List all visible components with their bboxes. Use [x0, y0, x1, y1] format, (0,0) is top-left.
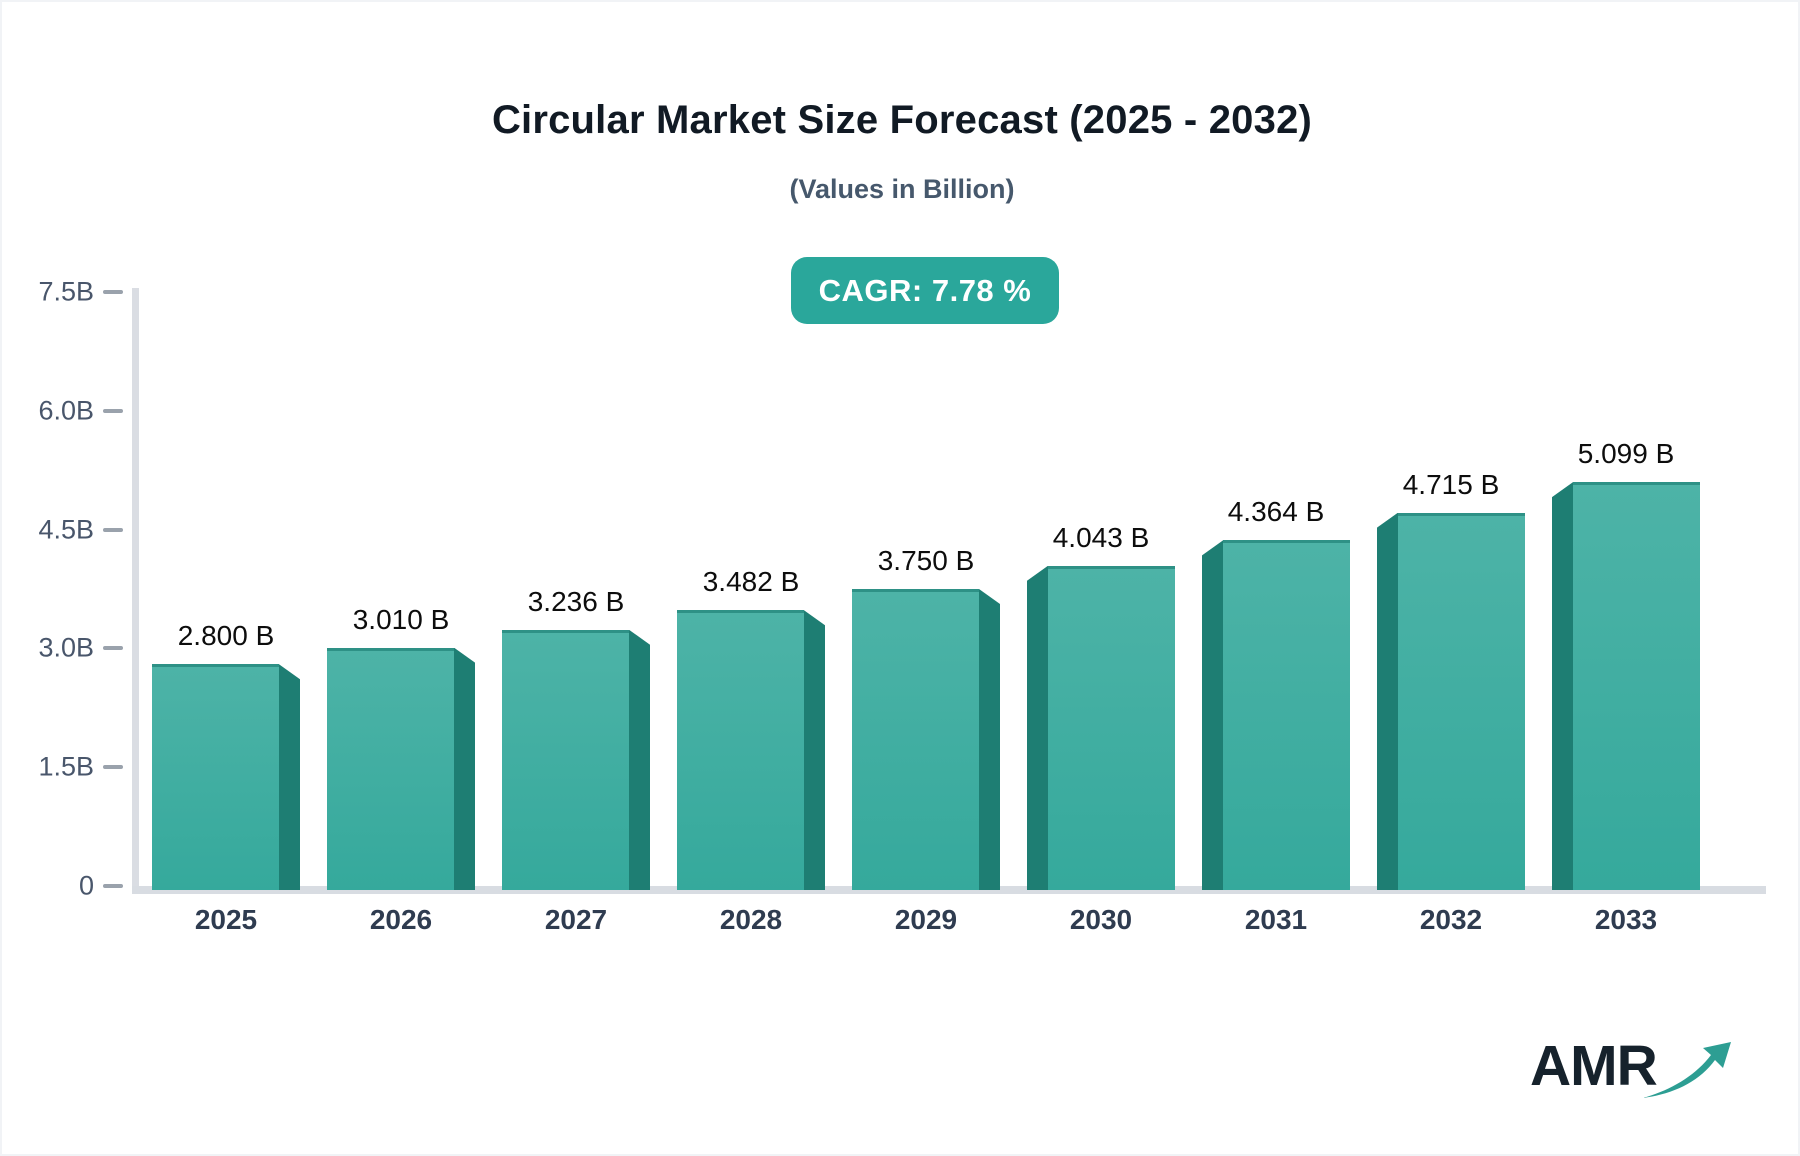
bar-side-face-2026: [454, 647, 475, 890]
y-axis-tick-label: 7.5B: [38, 276, 94, 307]
x-axis-label: 2031: [1244, 904, 1308, 935]
bar-2026[interactable]: [327, 647, 454, 890]
y-axis-tick: [103, 408, 123, 413]
amr-logo-text: AMR: [1530, 1034, 1658, 1098]
y-axis-tick: [103, 527, 123, 532]
x-axis-label: 2029: [894, 904, 958, 935]
bar-2028[interactable]: [677, 610, 804, 890]
bar-2029[interactable]: [852, 589, 979, 890]
bar-2030[interactable]: [1048, 565, 1175, 890]
bar-side-face-2027: [629, 629, 650, 890]
y-axis-tick-label: 0: [78, 870, 94, 901]
cagr-badge: CAGR: 7.78 %: [791, 257, 1059, 324]
bar-value-label: 5.099 B: [1577, 438, 1675, 470]
x-axis-label: 2030: [1069, 904, 1133, 935]
bar-value-label: 3.482 B: [702, 566, 800, 598]
x-axis-line: [132, 886, 1766, 894]
bar-side-face-2030: [1027, 565, 1048, 890]
y-axis-line: [132, 288, 139, 894]
y-axis-tick-label: 1.5B: [38, 751, 94, 782]
chart-subtitle: (Values in Billion): [789, 174, 1015, 204]
cagr-badge-label: CAGR: 7.78 %: [818, 272, 1032, 308]
y-axis-tick-label: 4.5B: [38, 514, 94, 545]
bar-value-label: 3.010 B: [352, 603, 450, 635]
y-axis-tick: [103, 765, 123, 770]
x-axis-label: 2025: [194, 904, 258, 935]
chart-title: Circular Market Size Forecast (2025 - 20…: [491, 98, 1313, 142]
amr-logo[interactable]: AMR: [1530, 1038, 1747, 1104]
x-axis-label: 2032: [1419, 904, 1483, 935]
y-axis-tick: [103, 290, 123, 294]
bar-side-face-2028: [804, 610, 825, 890]
growth-arrow-icon: [1642, 1042, 1731, 1098]
bar-value-label: 3.750 B: [877, 545, 975, 576]
y-axis-tick-label: 3.0B: [38, 632, 94, 663]
x-axis-label: 2033: [1594, 904, 1658, 935]
y-axis-tick-label: 6.0B: [38, 395, 94, 426]
bar-2032[interactable]: [1398, 512, 1525, 890]
bar-side-face-2025: [279, 664, 300, 890]
bar-2031[interactable]: [1223, 540, 1350, 890]
bar-side-face-2031: [1202, 540, 1223, 890]
bar-value-label: 4.364 B: [1227, 496, 1325, 528]
x-axis-label: 2026: [369, 904, 433, 935]
bar-side-face-2029: [979, 589, 1000, 890]
y-axis-tick: [103, 884, 123, 888]
bar-2033[interactable]: [1573, 482, 1700, 890]
bar-value-label: 4.715 B: [1402, 468, 1500, 500]
bar-value-label: 3.236 B: [527, 585, 625, 617]
bar-side-face-2032: [1377, 512, 1398, 890]
bar-value-label: 4.043 B: [1052, 521, 1150, 553]
y-axis-tick: [103, 646, 123, 651]
bar-2025[interactable]: [152, 664, 279, 890]
bar-side-face-2033: [1552, 482, 1573, 890]
x-axis-label: 2027: [544, 904, 608, 935]
bar-value-label: 2.800 B: [177, 620, 275, 652]
x-axis-label: 2028: [719, 904, 783, 935]
bar-2027[interactable]: [502, 629, 629, 890]
